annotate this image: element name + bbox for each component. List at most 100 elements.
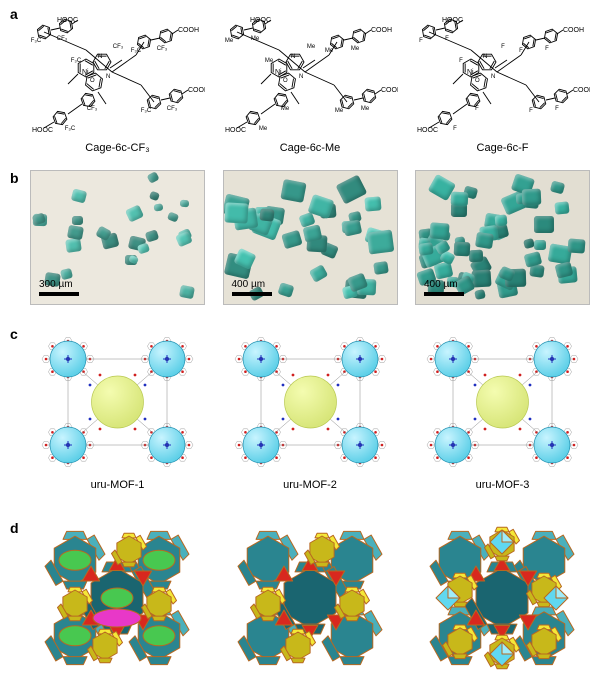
crystal-structure-3 [415, 325, 590, 475]
cell-b3: 400 µm [415, 170, 590, 305]
xtal-caption-3: uru-MOF-3 [476, 479, 530, 491]
panel-label-a: a [10, 6, 18, 22]
svg-text:Me: Me [324, 48, 333, 54]
svg-text:N: N [291, 54, 295, 60]
cell-a1: Ni N N O COOH F₃C CF₃ COOH F₃C CF₃ HOOC F₃C CF₃ HOOC F… [30, 8, 205, 154]
svg-text:F: F [529, 108, 533, 114]
svg-text:Me: Me [350, 46, 359, 52]
svg-text:CF₃: CF₃ [157, 46, 168, 52]
svg-text:F₃C: F₃C [131, 48, 142, 54]
svg-text:Ni: Ni [275, 69, 282, 76]
svg-text:F₃C: F₃C [141, 108, 152, 114]
svg-text:Me: Me [250, 36, 259, 42]
scalebar-text-1: 300 µm [39, 279, 73, 290]
svg-text:F: F [519, 48, 523, 54]
chem-caption-2: Cage-6c-Me [280, 142, 341, 154]
svg-text:HOOC: HOOC [250, 17, 271, 24]
cell-a2: Ni N N O COOH Me Me COOH Me Me HOOC Me Me HOOC Me Me Me M… [223, 8, 398, 154]
svg-text:Me: Me [334, 108, 343, 114]
svg-text:O: O [283, 78, 288, 84]
row-d [30, 520, 590, 675]
cell-d2 [223, 520, 398, 675]
cell-d1 [30, 520, 205, 675]
polyhedra-2 [223, 520, 398, 675]
scalebar-text-3: 400 µm [424, 279, 458, 290]
cell-c3: uru-MOF-3 [415, 325, 590, 491]
scalebar-line-1 [39, 292, 79, 296]
svg-text:F: F [445, 36, 449, 42]
svg-text:O: O [90, 78, 95, 84]
cell-c2: uru-MOF-2 [223, 325, 398, 491]
svg-text:Me: Me [264, 58, 273, 64]
svg-text:Me: Me [224, 38, 233, 44]
svg-text:F₃C: F₃C [71, 58, 82, 64]
crystal-structure-2 [223, 325, 398, 475]
panel-label-d: d [10, 520, 19, 536]
svg-text:F: F [545, 46, 549, 52]
svg-text:F₃C: F₃C [31, 38, 42, 44]
svg-text:N: N [483, 54, 487, 60]
scalebar-line-2 [232, 292, 272, 296]
scalebar-3: 400 µm [424, 279, 464, 296]
svg-text:O: O [475, 78, 480, 84]
svg-text:Ni: Ni [467, 69, 474, 76]
panel-label-b: b [10, 170, 19, 186]
crystal-structure-1 [30, 325, 205, 475]
xtal-caption-2: uru-MOF-2 [283, 479, 337, 491]
svg-text:CF₃: CF₃ [167, 106, 178, 112]
svg-text:Me: Me [306, 44, 315, 50]
scalebar-line-3 [424, 292, 464, 296]
micrograph-1: 300 µm [30, 170, 205, 305]
svg-text:Me: Me [280, 106, 289, 112]
svg-text:COOH: COOH [381, 87, 398, 94]
svg-text:N: N [98, 54, 102, 60]
svg-text:F: F [501, 44, 505, 50]
svg-text:Ni: Ni [82, 69, 89, 76]
svg-text:HOOC: HOOC [57, 17, 78, 24]
micrograph-2: 400 µm [223, 170, 398, 305]
svg-text:CF₃: CF₃ [87, 106, 98, 112]
cell-b1: 300 µm [30, 170, 205, 305]
polyhedra-1 [30, 520, 205, 675]
svg-text:COOH: COOH [563, 27, 584, 34]
row-c: uru-MOF-1 uru-MOF-2 uru-MOF-3 [30, 325, 590, 491]
svg-text:F₃C: F₃C [65, 126, 76, 132]
svg-text:N: N [299, 74, 303, 80]
svg-text:F: F [453, 126, 457, 132]
svg-text:COOH: COOH [188, 87, 205, 94]
svg-text:HOOC: HOOC [32, 127, 53, 134]
cell-b2: 400 µm [223, 170, 398, 305]
chem-caption-3: Cage-6c-F [477, 142, 529, 154]
micrograph-3: 400 µm [415, 170, 590, 305]
polyhedra-3 [415, 520, 590, 675]
cell-a3: NiNNOCOOHFFCOOHFFHOOCFFHOOCFFFF Cage-6c-… [415, 8, 590, 154]
svg-text:COOH: COOH [371, 27, 392, 34]
svg-text:COOH: COOH [178, 27, 199, 34]
svg-text:CF₃: CF₃ [113, 44, 124, 50]
row-b: 300 µm 400 µm 400 µm [30, 170, 590, 305]
svg-text:F: F [419, 38, 423, 44]
svg-text:F: F [555, 106, 559, 112]
svg-text:HOOC: HOOC [417, 127, 438, 134]
xtal-caption-1: uru-MOF-1 [91, 479, 145, 491]
chem-structure-1: Ni N N O COOH F₃C CF₃ COOH F₃C CF₃ HOOC F₃C CF₃ HOOC F… [30, 8, 205, 138]
svg-text:N: N [491, 74, 495, 80]
svg-text:CF₃: CF₃ [57, 36, 68, 42]
row-a: Ni N N O COOH F₃C CF₃ COOH F₃C CF₃ HOOC F₃C CF₃ HOOC F… [30, 8, 590, 154]
chem-caption-1: Cage-6c-CF₃ [85, 142, 149, 154]
scalebar-1: 300 µm [39, 279, 79, 296]
svg-text:HOOC: HOOC [225, 127, 246, 134]
svg-text:F: F [475, 106, 479, 112]
panel-label-c: c [10, 326, 18, 342]
scalebar-2: 400 µm [232, 279, 272, 296]
svg-text:COOH: COOH [573, 87, 590, 94]
svg-text:Me: Me [258, 126, 267, 132]
chem-structure-3: NiNNOCOOHFFCOOHFFHOOCFFHOOCFFFF [415, 8, 590, 138]
svg-text:N: N [106, 74, 110, 80]
cell-c1: uru-MOF-1 [30, 325, 205, 491]
chem-structure-2: Ni N N O COOH Me Me COOH Me Me HOOC Me Me HOOC Me Me Me M… [223, 8, 398, 138]
svg-text:Me: Me [360, 106, 369, 112]
scalebar-text-2: 400 µm [232, 279, 266, 290]
svg-text:HOOC: HOOC [442, 17, 463, 24]
cell-d3 [415, 520, 590, 675]
